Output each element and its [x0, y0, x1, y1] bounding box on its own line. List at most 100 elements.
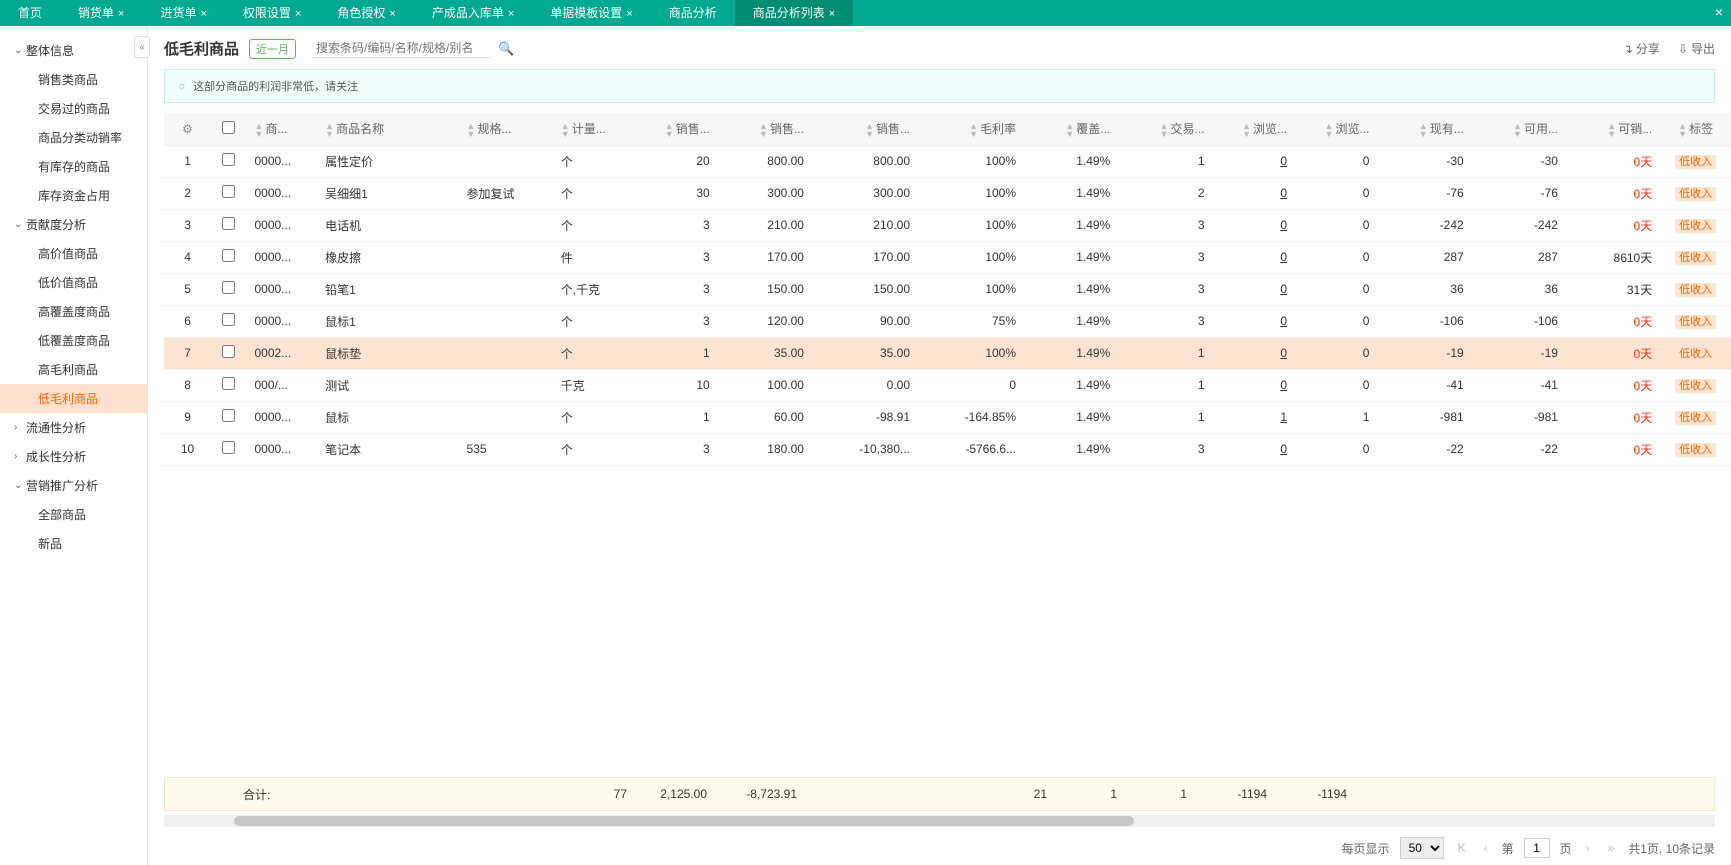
- row-checkbox[interactable]: [222, 153, 235, 166]
- row-checkbox[interactable]: [222, 441, 235, 454]
- cell: -106: [1377, 305, 1471, 337]
- first-page-button[interactable]: K: [1454, 841, 1470, 855]
- col-header-14[interactable]: ▲▼现有...: [1377, 113, 1471, 145]
- col-header-4[interactable]: ▲▼规格...: [459, 113, 553, 145]
- col-header-9[interactable]: ▲▼毛利率: [918, 113, 1024, 145]
- last-page-button[interactable]: »: [1604, 841, 1619, 855]
- tab-4[interactable]: 角色授权×: [319, 0, 413, 26]
- row-checkbox[interactable]: [222, 345, 235, 358]
- share-button[interactable]: ↴分享: [1623, 40, 1660, 57]
- sidebar-item-8[interactable]: 低价值商品: [0, 268, 147, 297]
- cell: 31天: [1566, 273, 1660, 305]
- col-header-17[interactable]: ▲▼标签: [1660, 113, 1731, 145]
- cell: 0000...: [246, 433, 317, 465]
- tab-0[interactable]: 首页: [0, 0, 60, 26]
- col-header-8[interactable]: ▲▼销售...: [812, 113, 918, 145]
- table-row[interactable]: 70002...鼠标垫个135.0035.00100%1.49%100-19-1…: [164, 337, 1731, 369]
- period-badge[interactable]: 近一月: [249, 39, 296, 59]
- tab-1[interactable]: 销货单×: [60, 0, 142, 26]
- sidebar-item-7[interactable]: 高价值商品: [0, 239, 147, 268]
- prev-page-button[interactable]: ‹: [1480, 841, 1492, 855]
- cell: 6: [164, 305, 211, 337]
- row-checkbox[interactable]: [222, 185, 235, 198]
- select-all-checkbox[interactable]: [222, 121, 235, 134]
- sidebar-group-13[interactable]: ›流通性分析: [0, 413, 147, 442]
- scrollbar-thumb[interactable]: [234, 816, 1134, 826]
- row-checkbox[interactable]: [222, 377, 235, 390]
- table-row[interactable]: 50000...铅笔1个,千克3150.00150.00100%1.49%300…: [164, 273, 1731, 305]
- summary-row: 合计:772,125.00-8,723.912111-1194-1194: [164, 777, 1715, 811]
- cell: 0000...: [246, 401, 317, 433]
- sidebar-collapse-button[interactable]: «: [134, 36, 150, 58]
- col-header-13[interactable]: ▲▼浏览...: [1295, 113, 1377, 145]
- col-header-11[interactable]: ▲▼交易...: [1118, 113, 1212, 145]
- sidebar-item-10[interactable]: 低覆盖度商品: [0, 326, 147, 355]
- sidebar-group-6[interactable]: ⌄贡献度分析: [0, 210, 147, 239]
- col-header-1[interactable]: [211, 113, 246, 145]
- tab-close-icon[interactable]: ×: [389, 8, 395, 20]
- sidebar-item-3[interactable]: 商品分类动销率: [0, 123, 147, 152]
- cell: 0: [1295, 241, 1377, 273]
- sidebar-item-17[interactable]: 新品: [0, 529, 147, 558]
- table-row[interactable]: 8000/...测试千克10100.000.0001.49%100-41-410…: [164, 369, 1731, 401]
- table-row[interactable]: 10000...属性定价个20800.00800.00100%1.49%100-…: [164, 145, 1731, 177]
- tab-2[interactable]: 进货单×: [142, 0, 224, 26]
- tab-8[interactable]: 商品分析列表×: [735, 0, 853, 26]
- tab-3[interactable]: 权限设置×: [225, 0, 319, 26]
- next-page-button[interactable]: ›: [1582, 841, 1594, 855]
- col-header-6[interactable]: ▲▼销售...: [635, 113, 717, 145]
- table-row[interactable]: 90000...鼠标个160.00-98.91-164.85%1.49%111-…: [164, 401, 1731, 433]
- tab-close-icon[interactable]: ×: [295, 8, 301, 20]
- tab-close-icon[interactable]: ×: [508, 8, 514, 20]
- row-checkbox[interactable]: [222, 409, 235, 422]
- table-row[interactable]: 100000...笔记本535个3180.00-10,380...-5766.6…: [164, 433, 1731, 465]
- sidebar-group-14[interactable]: ›成长性分析: [0, 442, 147, 471]
- row-checkbox[interactable]: [222, 217, 235, 230]
- row-checkbox[interactable]: [222, 249, 235, 262]
- col-header-16[interactable]: ▲▼可销...: [1566, 113, 1660, 145]
- sidebar-item-11[interactable]: 高毛利商品: [0, 355, 147, 384]
- search-icon[interactable]: 🔍: [498, 41, 514, 57]
- sidebar-item-1[interactable]: 销售类商品: [0, 65, 147, 94]
- cell: 0: [1213, 369, 1295, 401]
- col-header-5[interactable]: ▲▼计量...: [553, 113, 635, 145]
- cell: 1: [1118, 145, 1212, 177]
- tab-close-icon[interactable]: ×: [118, 8, 124, 20]
- tab-5[interactable]: 产成品入库单×: [414, 0, 532, 26]
- table-row[interactable]: 30000...电话机个3210.00210.00100%1.49%300-24…: [164, 209, 1731, 241]
- col-header-12[interactable]: ▲▼浏览...: [1213, 113, 1295, 145]
- sidebar-item-12[interactable]: 低毛利商品: [0, 384, 147, 413]
- row-checkbox[interactable]: [222, 313, 235, 326]
- col-header-0[interactable]: ⚙: [164, 113, 211, 145]
- close-all-tabs-icon[interactable]: ×: [1715, 4, 1723, 20]
- sidebar-item-9[interactable]: 高覆盖度商品: [0, 297, 147, 326]
- gear-icon[interactable]: ⚙: [182, 122, 193, 136]
- sidebar-item-4[interactable]: 有库存的商品: [0, 152, 147, 181]
- sidebar-group-15[interactable]: ⌄营销推广分析: [0, 471, 147, 500]
- sidebar-item-5[interactable]: 库存资金占用: [0, 181, 147, 210]
- tab-close-icon[interactable]: ×: [829, 8, 835, 20]
- table-row[interactable]: 20000...吴细细1参加复试个30300.00300.00100%1.49%…: [164, 177, 1731, 209]
- horizontal-scrollbar[interactable]: [164, 815, 1715, 827]
- table-wrap[interactable]: ⚙▲▼商...▲▼商品名称▲▼规格...▲▼计量...▲▼销售...▲▼销售..…: [164, 113, 1731, 777]
- col-header-15[interactable]: ▲▼可用...: [1472, 113, 1566, 145]
- col-header-10[interactable]: ▲▼覆盖...: [1024, 113, 1118, 145]
- per-page-select[interactable]: 50: [1400, 837, 1444, 859]
- tab-7[interactable]: 商品分析: [651, 0, 735, 26]
- search-input[interactable]: [316, 41, 486, 55]
- row-checkbox[interactable]: [222, 281, 235, 294]
- tab-close-icon[interactable]: ×: [200, 8, 206, 20]
- cell: 鼠标垫: [317, 337, 458, 369]
- sidebar-item-16[interactable]: 全部商品: [0, 500, 147, 529]
- col-header-2[interactable]: ▲▼商...: [246, 113, 317, 145]
- sidebar-item-2[interactable]: 交易过的商品: [0, 94, 147, 123]
- table-row[interactable]: 40000...橡皮擦件3170.00170.00100%1.49%300287…: [164, 241, 1731, 273]
- col-header-3[interactable]: ▲▼商品名称: [317, 113, 458, 145]
- col-header-7[interactable]: ▲▼销售...: [718, 113, 812, 145]
- export-button[interactable]: ⇩导出: [1678, 40, 1715, 57]
- page-input[interactable]: [1524, 838, 1550, 858]
- tab-6[interactable]: 单据模板设置×: [532, 0, 650, 26]
- sidebar-group-0[interactable]: ⌄整体信息: [0, 36, 147, 65]
- tab-close-icon[interactable]: ×: [626, 8, 632, 20]
- table-row[interactable]: 60000...鼠标1个3120.0090.0075%1.49%300-106-…: [164, 305, 1731, 337]
